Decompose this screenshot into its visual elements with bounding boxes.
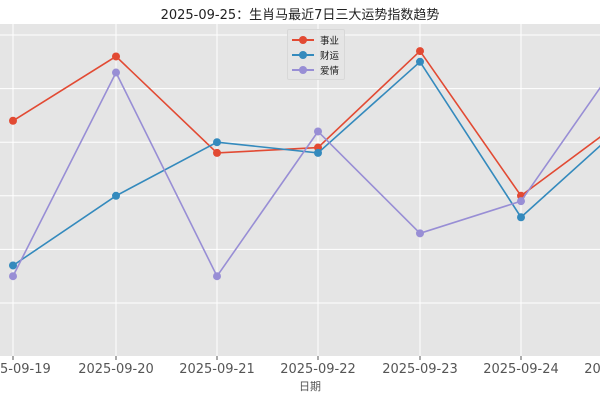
legend-item-wealth: 财运	[292, 47, 339, 62]
legend-item-love: 爱情	[292, 62, 339, 77]
legend: 事业 财运 爱情	[287, 29, 346, 80]
wealth-marker-icon	[292, 50, 314, 60]
legend-label: 事业	[320, 35, 340, 47]
x-tick-label: 2025-09-21	[179, 362, 255, 377]
legend-label: 爱情	[320, 65, 340, 77]
x-tick-label: 2025-09-20	[78, 362, 154, 377]
legend-label: 财运	[320, 50, 340, 62]
x-tick-label: 2025-09-24	[483, 362, 559, 377]
x-tick-label: 2025-09-19	[0, 362, 51, 377]
x-axis-label: 日期	[299, 380, 321, 393]
x-tick-label: 2025-09-22	[280, 362, 356, 377]
x-tick-label: 2025-09-25	[584, 362, 600, 377]
chart-title: 2025-09-25：生肖马最近7日三大运势指数趋势	[160, 8, 440, 23]
x-tick-label: 2025-09-23	[382, 362, 458, 377]
career-marker-icon	[292, 35, 314, 45]
series-lines	[9, 47, 600, 281]
love-marker-icon	[292, 65, 314, 75]
legend-item-career: 事业	[292, 32, 339, 47]
